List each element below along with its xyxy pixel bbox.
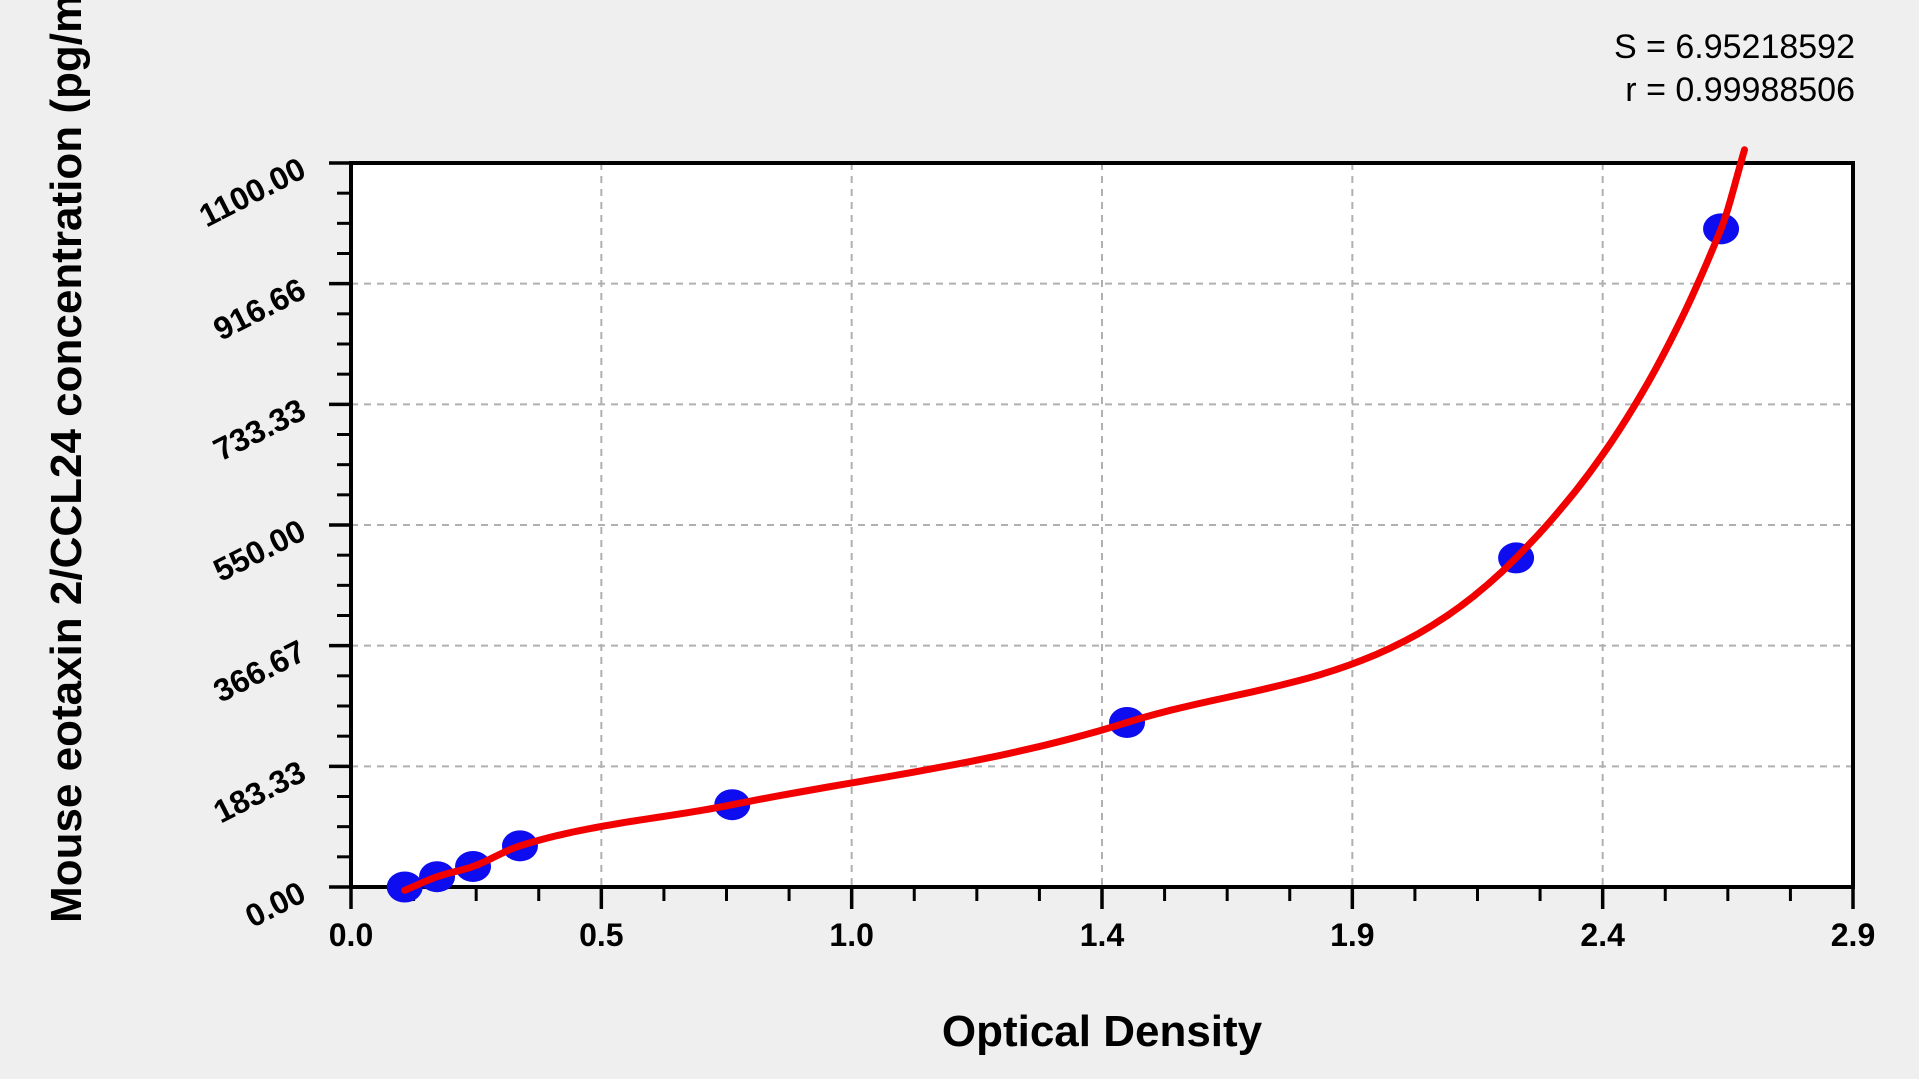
x-axis-title: Optical Density: [941, 1007, 1263, 1056]
fitted-curve: [401, 146, 1748, 894]
x-tick-label: 1.4: [1080, 917, 1125, 953]
x-tick-label: 1.9: [1330, 917, 1374, 953]
stat-s-value: S = 6.95218592: [1613, 28, 1855, 66]
x-tick-label: 0.0: [329, 917, 373, 953]
x-tick-label: 2.4: [1580, 917, 1625, 953]
y-axis-title: Mouse eotaxin 2/CCL24 concentration (pg/…: [42, 0, 91, 923]
y-tick-label: 916.66: [208, 271, 312, 348]
x-tick-label: 0.5: [579, 917, 623, 953]
x-tick-label: 2.9: [1831, 917, 1875, 953]
y-tick-label: 366.67: [208, 633, 312, 710]
stat-r-value: r = 0.99988506: [1625, 71, 1855, 109]
y-tick-label: 550.00: [208, 512, 312, 589]
x-tick-label: 1.0: [829, 917, 873, 953]
y-tick-label: 1100.00: [193, 150, 311, 234]
y-tick-label: 0.00: [239, 874, 311, 934]
y-tick-label: 183.33: [208, 753, 312, 830]
y-tick-label: 733.33: [208, 391, 312, 468]
plot-frame: [349, 161, 1855, 889]
